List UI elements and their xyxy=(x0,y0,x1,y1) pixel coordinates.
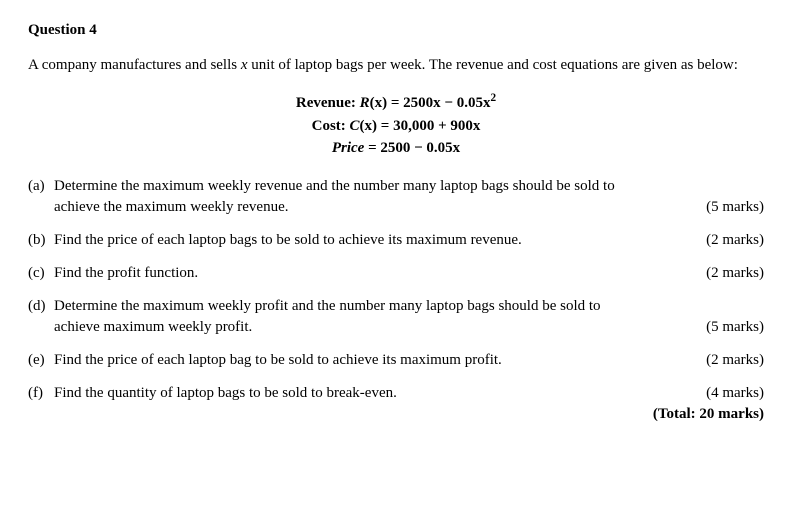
part-label: (f) xyxy=(28,383,54,404)
part-text-line2: achieve maximum weekly profit. xyxy=(54,317,698,338)
part-label: (c) xyxy=(28,263,54,284)
part-marks: (5 marks) xyxy=(698,197,764,218)
cost-label: Cost: xyxy=(312,118,350,134)
total-marks: (Total: 20 marks) xyxy=(28,404,764,425)
part-marks: (4 marks) xyxy=(698,383,764,404)
part-f: (f) Find the quantity of laptop bags to … xyxy=(28,383,764,404)
price-label: Price xyxy=(332,140,364,156)
cost-rhs: (x) = 30,000 + 900x xyxy=(360,118,481,134)
part-text: Find the profit function. xyxy=(54,263,698,284)
part-c: (c) Find the profit function. (2 marks) xyxy=(28,263,764,284)
cost-lhs: C xyxy=(350,118,360,134)
part-text: Find the price of each laptop bag to be … xyxy=(54,350,698,371)
part-marks: (2 marks) xyxy=(698,263,764,284)
part-label: (d) xyxy=(28,296,54,338)
part-b: (b) Find the price of each laptop bags t… xyxy=(28,230,764,251)
part-marks: (2 marks) xyxy=(698,350,764,371)
cost-equation: Cost: C(x) = 30,000 + 900x xyxy=(28,115,764,138)
part-text: Find the price of each laptop bags to be… xyxy=(54,230,698,251)
part-label: (b) xyxy=(28,230,54,251)
revenue-lhs: R xyxy=(360,95,370,111)
part-label: (a) xyxy=(28,176,54,218)
question-intro: A company manufactures and sells x unit … xyxy=(28,55,764,76)
part-d: (d) Determine the maximum weekly profit … xyxy=(28,296,764,338)
part-text: Determine the maximum weekly revenue and… xyxy=(54,176,764,197)
price-rhs: = 2500 − 0.05x xyxy=(364,140,460,156)
part-text-line2: achieve the maximum weekly revenue. xyxy=(54,197,698,218)
equations-block: Revenue: R(x) = 2500x − 0.05x2 Cost: C(x… xyxy=(28,90,764,160)
part-e: (e) Find the price of each laptop bag to… xyxy=(28,350,764,371)
part-text: Find the quantity of laptop bags to be s… xyxy=(54,383,698,404)
part-text: Determine the maximum weekly profit and … xyxy=(54,296,764,317)
revenue-rhs: (x) = 2500x − 0.05x xyxy=(370,95,491,111)
revenue-equation: Revenue: R(x) = 2500x − 0.05x2 xyxy=(28,90,764,115)
question-title: Question 4 xyxy=(28,20,764,41)
part-a: (a) Determine the maximum weekly revenue… xyxy=(28,176,764,218)
parts-list: (a) Determine the maximum weekly revenue… xyxy=(28,176,764,404)
part-label: (e) xyxy=(28,350,54,371)
price-equation: Price = 2500 − 0.05x xyxy=(28,137,764,160)
revenue-exponent: 2 xyxy=(490,92,496,104)
part-marks: (2 marks) xyxy=(698,230,764,251)
part-marks: (5 marks) xyxy=(698,317,764,338)
revenue-label: Revenue: xyxy=(296,95,360,111)
